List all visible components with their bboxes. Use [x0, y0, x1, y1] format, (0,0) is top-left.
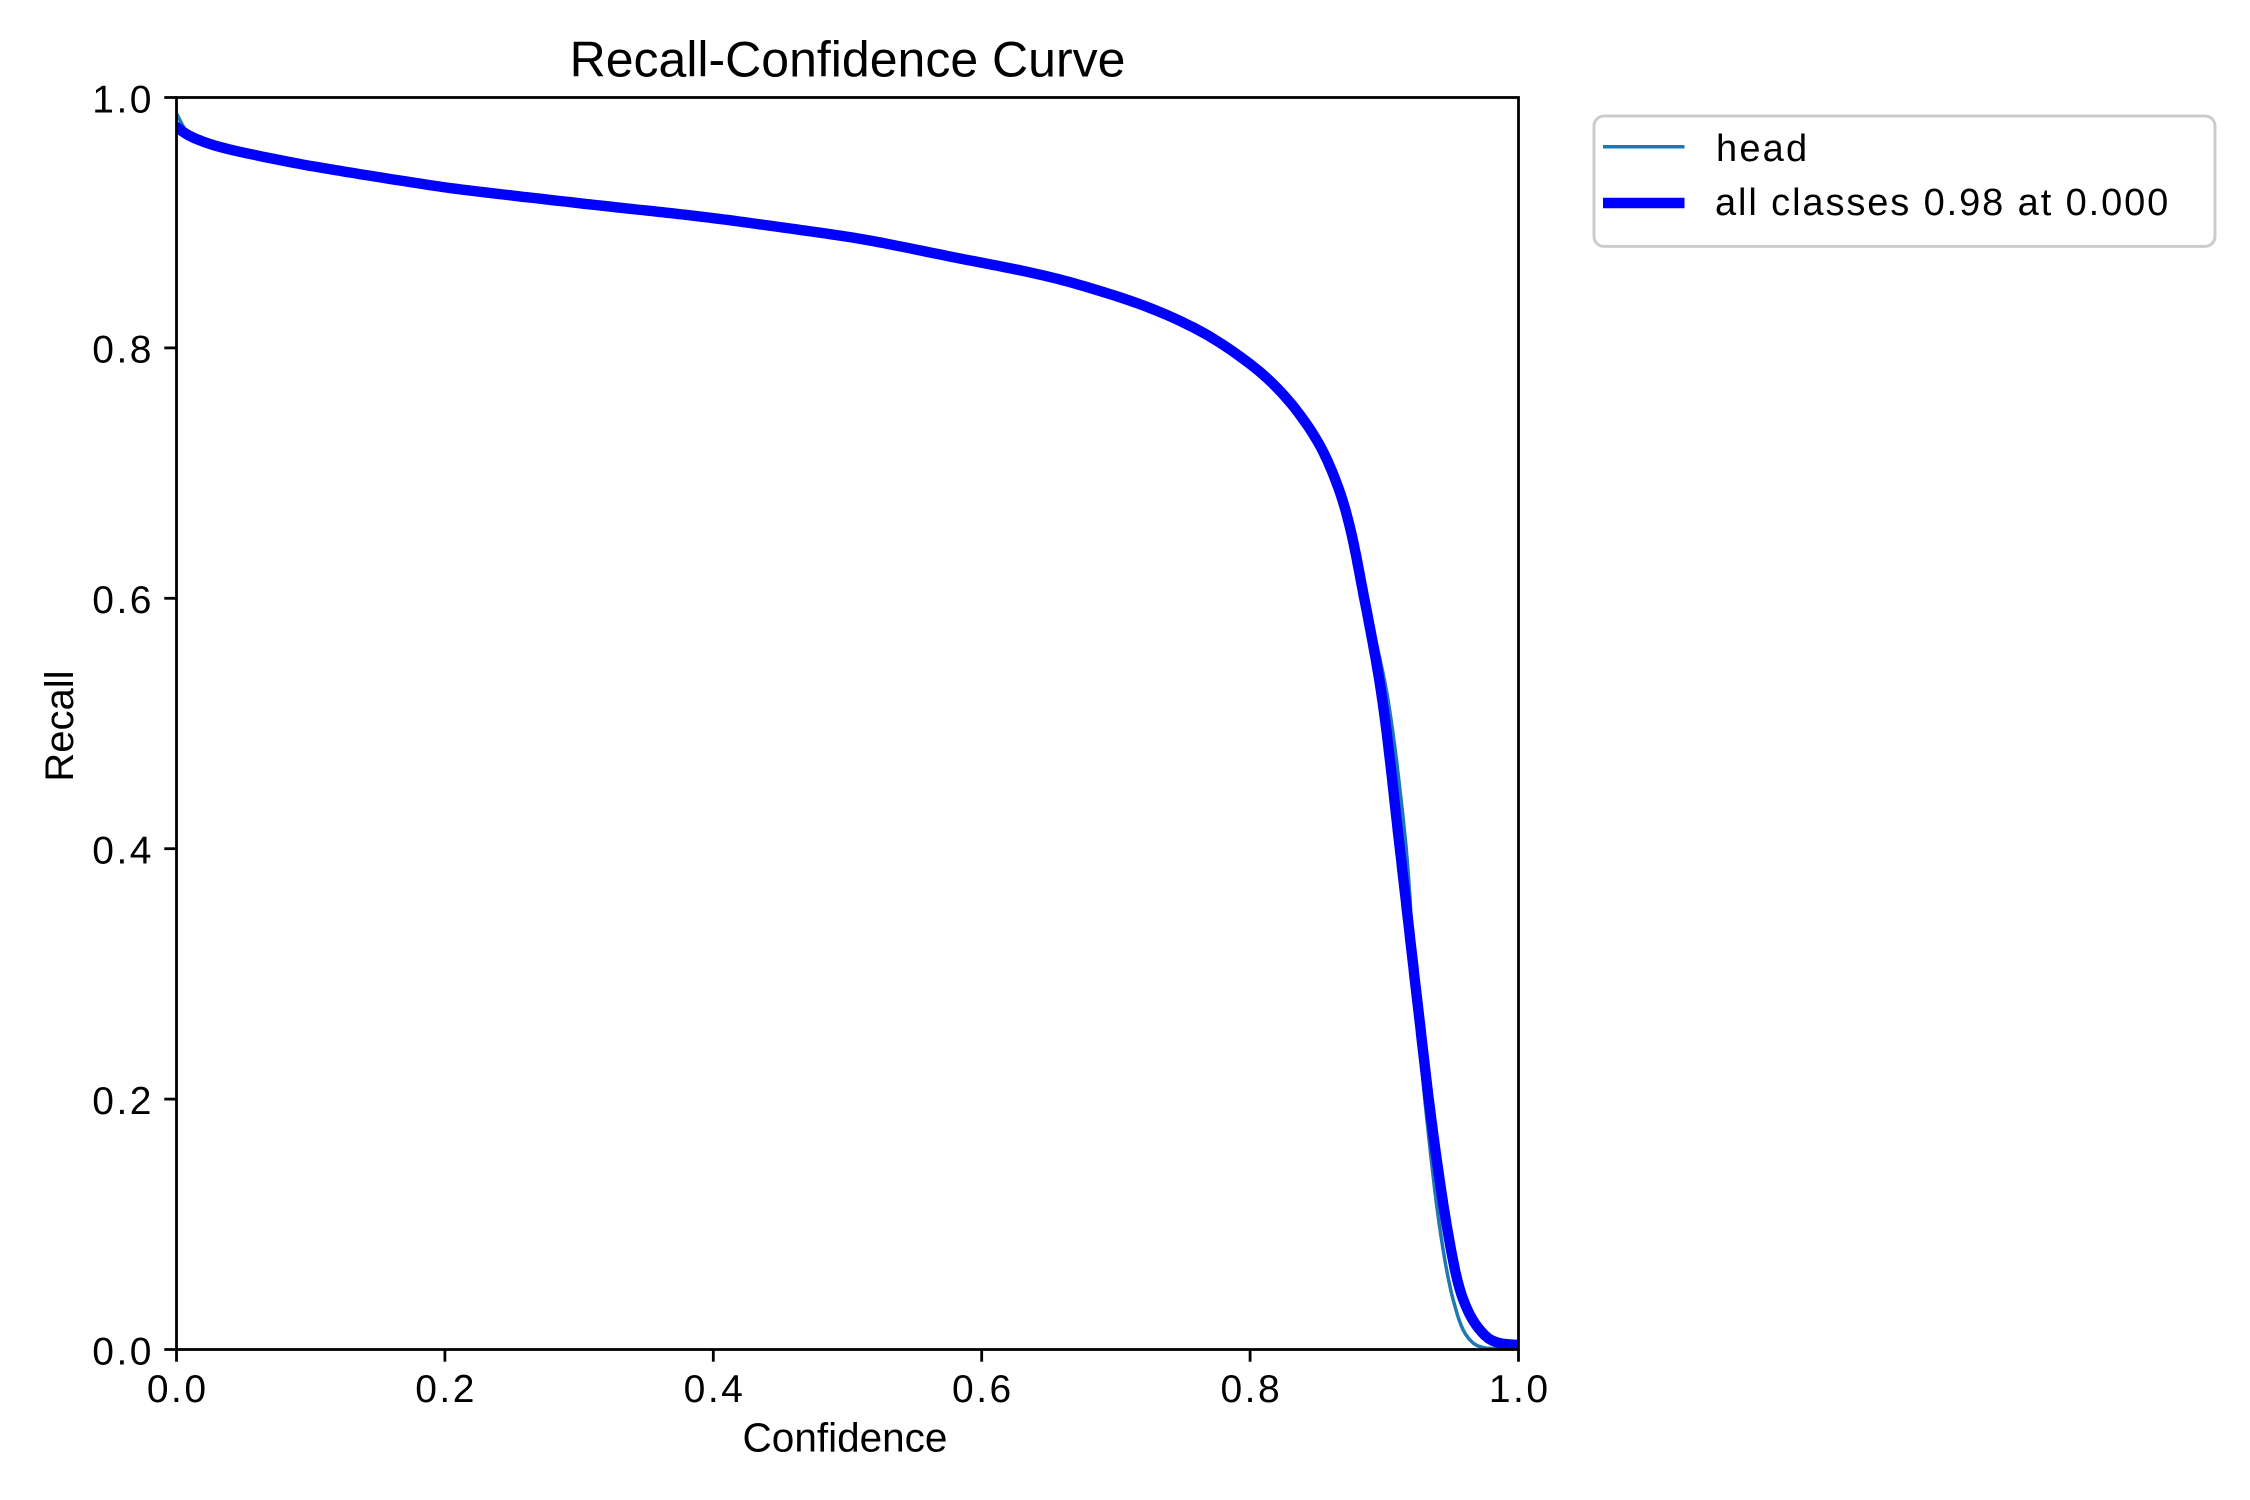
svg-text:Recall: Recall	[38, 670, 82, 781]
svg-text:0.2: 0.2	[92, 1080, 154, 1123]
svg-text:0.2: 0.2	[415, 1368, 477, 1411]
svg-text:1.0: 1.0	[1489, 1368, 1551, 1411]
svg-text:0.8: 0.8	[1220, 1368, 1282, 1411]
svg-text:0.6: 0.6	[92, 579, 154, 622]
svg-text:all classes 0.98 at 0.000: all classes 0.98 at 0.000	[1715, 182, 2170, 224]
svg-text:head: head	[1716, 128, 1809, 170]
svg-text:Confidence: Confidence	[743, 1415, 948, 1461]
svg-text:0.6: 0.6	[952, 1368, 1014, 1411]
svg-text:0.0: 0.0	[92, 1330, 154, 1373]
svg-text:0.4: 0.4	[684, 1368, 746, 1411]
svg-text:1.0: 1.0	[92, 78, 154, 121]
svg-text:0.4: 0.4	[92, 830, 154, 873]
svg-text:0.8: 0.8	[92, 329, 154, 372]
svg-text:Recall-Confidence Curve: Recall-Confidence Curve	[570, 32, 1126, 88]
svg-text:0.0: 0.0	[147, 1368, 209, 1411]
